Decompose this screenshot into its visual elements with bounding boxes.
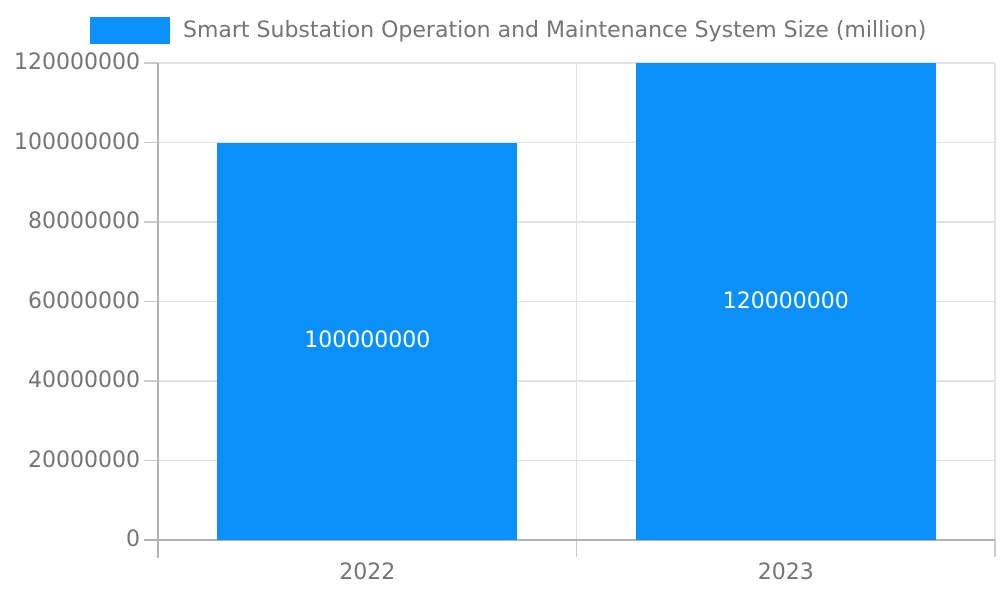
x-tick (994, 540, 996, 557)
x-axis-line (144, 539, 995, 541)
legend-swatch (90, 16, 170, 44)
y-tick (144, 221, 158, 223)
y-tick-label: 20000000 (28, 447, 140, 473)
y-tick (144, 380, 158, 382)
y-tick (144, 62, 158, 64)
category-boundary-line (575, 63, 578, 540)
y-tick-label: 120000000 (14, 50, 140, 75)
y-tick-label: 0 (126, 527, 140, 552)
x-tick-label: 2023 (757, 560, 814, 585)
bar-2022[interactable] (217, 142, 518, 540)
y-axis-line (157, 63, 159, 558)
chart-legend: Smart Substation Operation and Maintenan… (90, 16, 926, 44)
x-tick-label: 2022 (339, 560, 396, 585)
y-tick-label: 60000000 (28, 288, 140, 314)
bar-2023[interactable] (635, 63, 936, 540)
bar-value-label: 100000000 (304, 328, 431, 354)
y-tick (144, 141, 158, 144)
y-tick (144, 300, 158, 303)
y-tick-label: 40000000 (28, 368, 140, 393)
y-tick (144, 459, 158, 462)
bar-value-label: 120000000 (722, 288, 849, 314)
legend-label: Smart Substation Operation and Maintenan… (183, 17, 927, 43)
category-boundary-line (994, 63, 996, 540)
y-tick-label: 100000000 (14, 129, 140, 155)
x-tick (575, 540, 578, 557)
y-tick-label: 80000000 (28, 209, 140, 234)
